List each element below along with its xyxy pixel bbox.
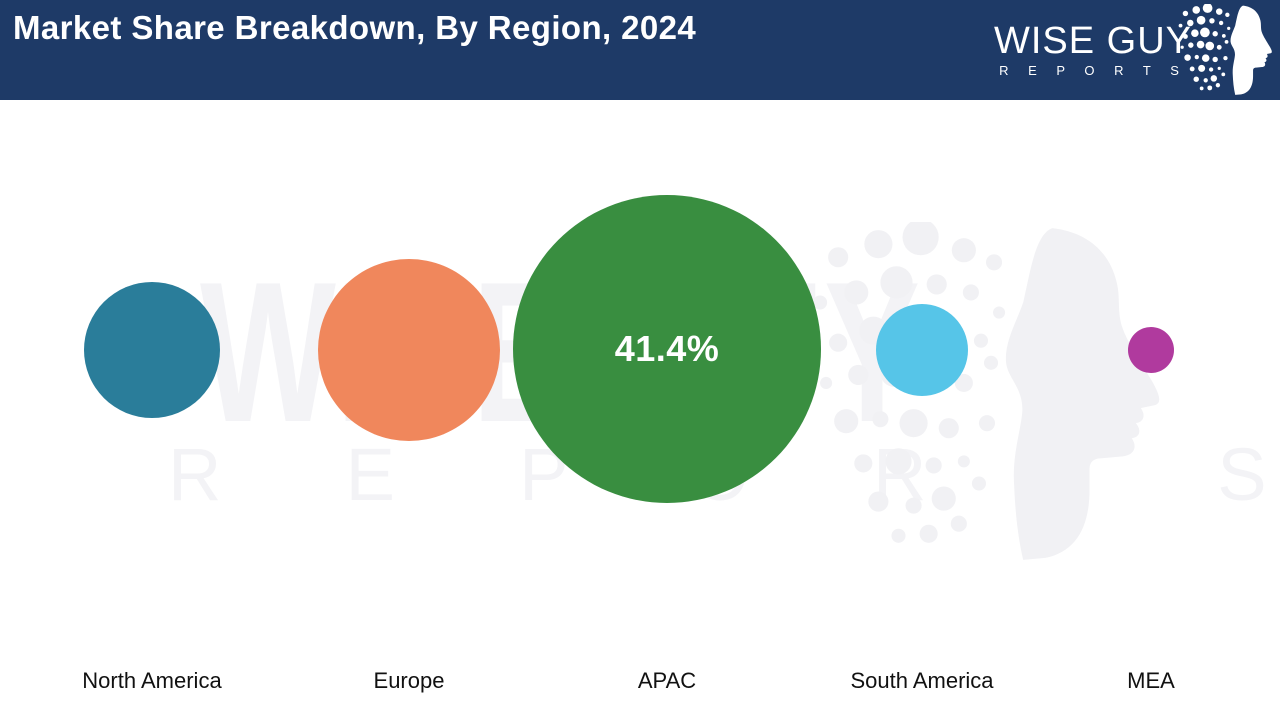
brand-subtext: R E P O R T S xyxy=(999,63,1187,78)
category-label-apac: APAC xyxy=(637,668,697,693)
category-label-north-america: North America xyxy=(82,668,222,693)
brand-wordmark: WISE GUY xyxy=(993,20,1192,62)
header: Market Share Breakdown, By Region, 2024 … xyxy=(0,0,1280,100)
watermark-face-profile-dots-icon xyxy=(808,222,1170,564)
bubble-chart: WISE GUY R E P O R T S North America Eur… xyxy=(0,100,1280,720)
bubble-value-label: 41.4% xyxy=(614,328,720,369)
category-label-south-america: South America xyxy=(850,668,994,693)
category-label-europe: Europe xyxy=(373,668,445,693)
bubble-apac[interactable]: 41.4% xyxy=(513,195,821,503)
brand-logo: WISE GUY R E P O R T S xyxy=(994,4,1276,96)
bubble-mea[interactable] xyxy=(1128,327,1174,373)
bubble-north-america[interactable] xyxy=(84,282,220,418)
category-label-mea: MEA xyxy=(1127,668,1175,693)
bubble-europe[interactable] xyxy=(318,259,500,441)
page-title: Market Share Breakdown, By Region, 2024 xyxy=(13,9,697,46)
brand-logo-text: WISE GUY R E P O R T S xyxy=(994,22,1192,78)
bubble-south-america[interactable] xyxy=(876,304,968,396)
